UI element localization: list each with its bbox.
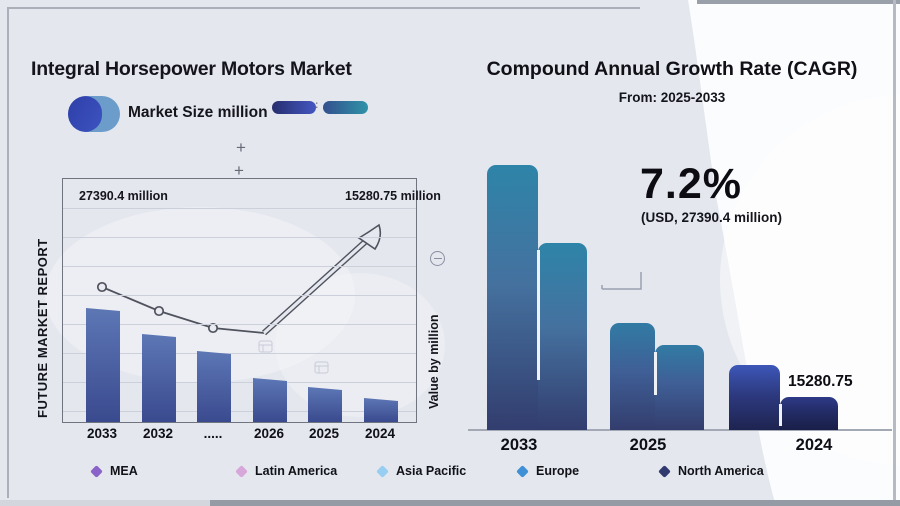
right-chart-subtitle: From: 2025-2033	[618, 90, 726, 105]
x-label-2025: 2025	[308, 426, 340, 441]
legend-diamond-icon	[90, 464, 103, 478]
gridline-7	[63, 382, 416, 383]
gradient-pill-blue-icon	[272, 101, 316, 114]
market-size-cylinder-icon	[68, 96, 120, 132]
gridline-2	[63, 237, 416, 238]
gridline-8	[63, 411, 416, 412]
market-bar-2033	[86, 308, 120, 422]
plus-mark-top: +	[236, 138, 246, 157]
x-label-.....: .....	[203, 426, 223, 441]
gridline-4	[63, 295, 416, 296]
right-panel-header: Compound Annual Growth Rate (CAGR) From:…	[432, 58, 900, 105]
legend-item-latin-america: Latin America	[235, 464, 338, 478]
legend-item-north-america: North America	[658, 464, 764, 478]
cagr-axis-baseline	[468, 429, 892, 431]
x-label-2032: 2032	[142, 426, 174, 441]
cagr-percentage: 7.2%	[640, 160, 743, 208]
legend-label: MEA	[110, 464, 138, 478]
legend-item-mea: MEA	[90, 464, 138, 478]
legend-label: Europe	[536, 464, 580, 478]
legend-diamond-icon	[235, 464, 248, 478]
minus-circle-icon	[430, 251, 445, 266]
frame-top-right-strip	[697, 0, 900, 4]
cagr-bar-value-label: 15280.75	[788, 373, 853, 390]
frame-right-border	[893, 0, 896, 506]
market-bar-2024	[364, 398, 398, 422]
right-chart-title: Compound Annual Growth Rate (CAGR)	[486, 58, 858, 80]
market-bar-2026	[253, 378, 287, 422]
market-bar-.....	[197, 351, 231, 422]
x-label-2026: 2026	[253, 426, 285, 441]
frame-left-border	[7, 7, 9, 498]
pill-separator: :	[315, 100, 319, 111]
legend-diamond-icon	[658, 464, 671, 478]
cylinder-front-face	[68, 96, 103, 132]
x-label-2033: 2033	[86, 426, 118, 441]
x-label-2024: 2024	[364, 426, 396, 441]
plus-mark-bottom: +	[234, 161, 244, 180]
value-by-million-axis-label: Value by million	[427, 314, 441, 409]
market-size-legend-label: Market Size million	[128, 104, 268, 121]
legend-item-asia-pacific: Asia Pacific	[376, 464, 467, 478]
legend-label: North America	[678, 464, 764, 478]
legend-item-europe: Europe	[516, 464, 580, 478]
frame-top-border	[7, 7, 640, 9]
cagr-usd-note: (USD, 27390.4 million)	[641, 210, 783, 225]
future-market-report-watermark: FUTURE MARKET REPORT	[35, 238, 50, 418]
legend-diamond-icon	[516, 464, 529, 478]
chart-value-2033: 27390.4 million	[79, 189, 168, 203]
trend-marker-1	[153, 305, 165, 317]
gridline-3	[63, 266, 416, 267]
trend-marker-0	[96, 281, 108, 293]
legend-diamond-icon	[376, 464, 389, 478]
market-chart-frame: 27390.4 million 15280.75 million	[62, 178, 441, 423]
market-bar-2025	[308, 387, 342, 422]
frame-bottom-strip	[0, 500, 900, 506]
gridline-5	[63, 324, 416, 325]
market-bar-2032	[142, 334, 176, 422]
gridline-1	[63, 208, 416, 209]
gradient-pill-teal-icon	[323, 101, 368, 114]
legend-label: Asia Pacific	[396, 464, 467, 478]
trend-marker-2	[207, 322, 219, 334]
chart-value-2024: 15280.75 million	[345, 189, 441, 203]
frame-bottom-strip-light	[0, 500, 210, 506]
gridline-6	[63, 353, 416, 354]
left-chart-title: Integral Horsepower Motors Market	[31, 58, 352, 80]
legend-label: Latin America	[255, 464, 338, 478]
corner-bracket-icon	[601, 272, 642, 290]
